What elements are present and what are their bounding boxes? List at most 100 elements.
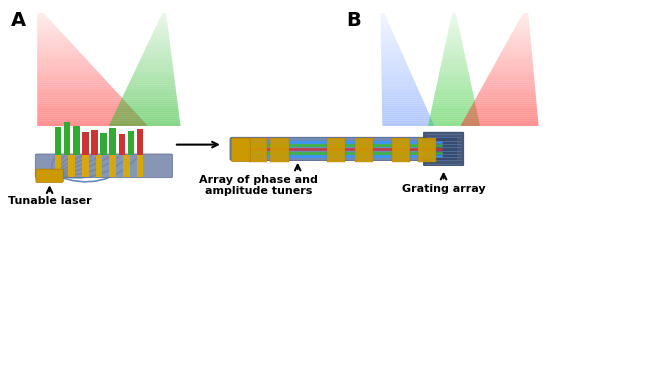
Polygon shape: [381, 28, 392, 30]
Polygon shape: [462, 120, 538, 122]
Polygon shape: [428, 124, 480, 126]
Polygon shape: [432, 107, 476, 109]
Polygon shape: [37, 43, 73, 45]
Polygon shape: [382, 118, 432, 120]
Polygon shape: [435, 90, 473, 92]
Polygon shape: [118, 103, 178, 105]
Polygon shape: [381, 83, 416, 85]
Polygon shape: [37, 118, 143, 120]
Polygon shape: [120, 100, 177, 102]
Polygon shape: [469, 109, 537, 111]
Polygon shape: [138, 62, 173, 64]
Polygon shape: [154, 28, 168, 30]
Polygon shape: [145, 49, 171, 51]
Polygon shape: [150, 36, 169, 38]
Polygon shape: [37, 85, 111, 86]
Polygon shape: [451, 19, 458, 21]
Bar: [270, 138, 288, 162]
Polygon shape: [381, 64, 407, 66]
Bar: [418, 138, 436, 162]
Polygon shape: [381, 32, 394, 34]
Polygon shape: [37, 64, 92, 66]
Polygon shape: [123, 94, 177, 96]
Polygon shape: [111, 120, 180, 122]
Bar: [96, 155, 102, 176]
Polygon shape: [447, 36, 461, 38]
FancyBboxPatch shape: [423, 132, 464, 166]
Polygon shape: [37, 77, 105, 79]
Polygon shape: [448, 30, 460, 32]
Polygon shape: [443, 53, 465, 54]
Polygon shape: [145, 47, 171, 49]
Polygon shape: [450, 22, 458, 24]
Polygon shape: [37, 47, 77, 49]
Polygon shape: [118, 105, 178, 107]
Polygon shape: [37, 103, 129, 105]
Polygon shape: [37, 24, 56, 26]
Polygon shape: [480, 88, 536, 90]
Polygon shape: [382, 109, 428, 111]
Bar: [64, 122, 71, 155]
Polygon shape: [382, 120, 433, 122]
Polygon shape: [490, 69, 534, 71]
Polygon shape: [382, 105, 426, 107]
Polygon shape: [449, 28, 460, 30]
FancyBboxPatch shape: [35, 154, 173, 178]
Polygon shape: [381, 56, 404, 58]
Polygon shape: [381, 73, 412, 75]
Polygon shape: [153, 30, 169, 32]
Polygon shape: [436, 88, 472, 90]
Polygon shape: [381, 62, 407, 64]
Polygon shape: [37, 15, 47, 17]
Polygon shape: [383, 122, 434, 124]
Polygon shape: [37, 19, 50, 21]
Polygon shape: [37, 96, 122, 98]
Polygon shape: [37, 111, 136, 113]
Polygon shape: [381, 53, 403, 54]
Polygon shape: [436, 86, 472, 88]
Polygon shape: [434, 98, 474, 100]
Polygon shape: [381, 19, 388, 21]
Polygon shape: [437, 83, 471, 85]
Polygon shape: [442, 58, 466, 60]
Bar: [137, 155, 143, 176]
Polygon shape: [439, 73, 469, 75]
Bar: [82, 132, 89, 155]
Polygon shape: [460, 124, 539, 126]
Polygon shape: [121, 98, 177, 100]
Bar: [118, 134, 125, 155]
Polygon shape: [500, 53, 532, 54]
Polygon shape: [37, 56, 86, 58]
Polygon shape: [140, 58, 172, 60]
Bar: [355, 138, 373, 162]
Polygon shape: [382, 111, 428, 113]
Polygon shape: [506, 43, 531, 45]
Polygon shape: [485, 79, 534, 81]
Bar: [128, 131, 134, 155]
Polygon shape: [383, 124, 434, 126]
Polygon shape: [381, 17, 387, 19]
Polygon shape: [474, 100, 536, 102]
Polygon shape: [37, 30, 61, 32]
Polygon shape: [381, 81, 415, 83]
Polygon shape: [430, 113, 477, 114]
Polygon shape: [147, 43, 170, 45]
Polygon shape: [113, 114, 179, 116]
Polygon shape: [131, 77, 175, 79]
Polygon shape: [381, 36, 395, 38]
Polygon shape: [37, 81, 108, 83]
Text: Grating array: Grating array: [402, 184, 485, 194]
Polygon shape: [447, 38, 462, 40]
Polygon shape: [434, 96, 474, 98]
Polygon shape: [501, 51, 532, 53]
Polygon shape: [37, 32, 63, 34]
Text: A: A: [11, 11, 26, 30]
Bar: [100, 132, 107, 155]
Polygon shape: [134, 71, 174, 73]
Polygon shape: [466, 114, 538, 116]
Polygon shape: [521, 15, 528, 17]
Polygon shape: [37, 51, 80, 53]
Polygon shape: [513, 30, 530, 32]
Polygon shape: [429, 118, 479, 120]
Polygon shape: [381, 68, 409, 69]
